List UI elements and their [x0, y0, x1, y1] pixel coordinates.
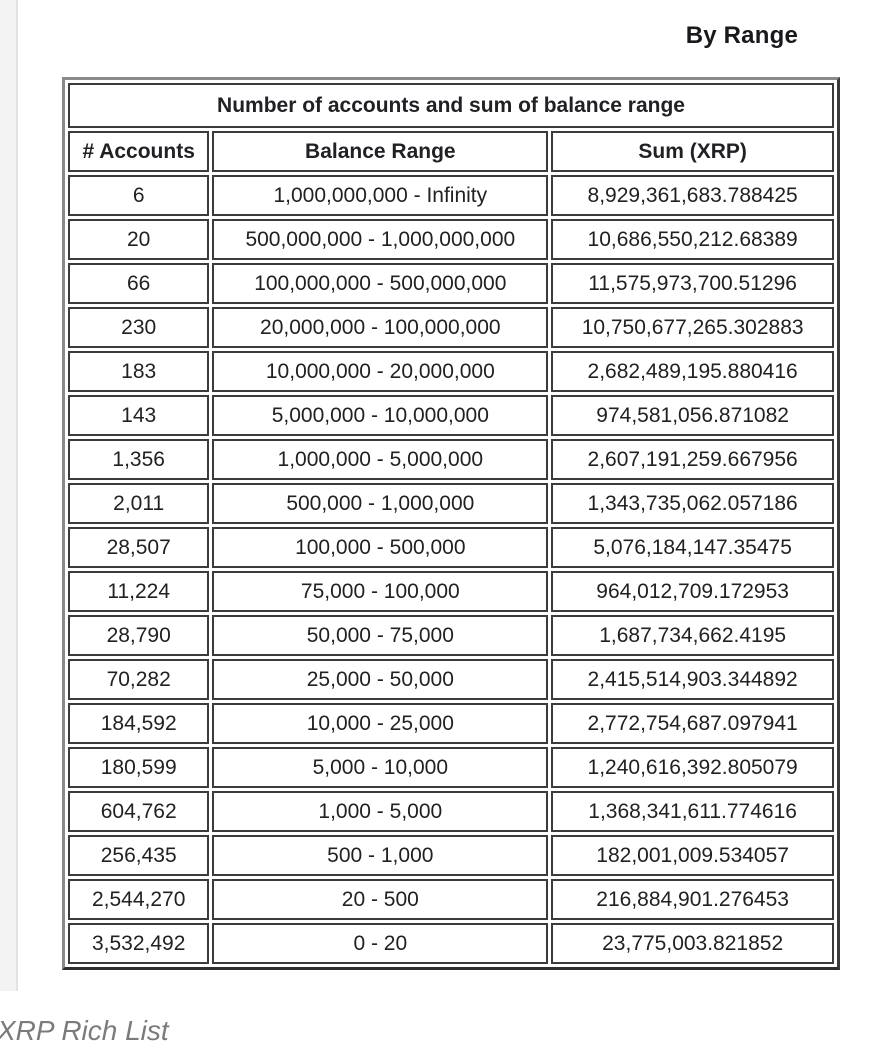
table-row: 28,507 100,000 - 500,000 5,076,184,147.354… — [68, 527, 834, 568]
sum-xrp-cell: 1,343,735,062.057186 — [551, 483, 834, 524]
sum-xrp-cell: 2,682,489,195.880416 — [551, 351, 834, 392]
accounts-cell: 6 — [68, 175, 210, 216]
table-row: 11,224 75,000 - 100,000 964,012,709.172953 — [68, 571, 834, 612]
balance-range-cell: 5,000,000 - 10,000,000 — [212, 395, 549, 436]
balance-range-cell: 100,000,000 - 500,000,000 — [212, 263, 549, 304]
sum-xrp-cell: 1,687,734,662.4195 — [551, 615, 834, 656]
accounts-balance-table: Number of accounts and sum of balance ra… — [62, 77, 840, 970]
accounts-cell: 3,532,492 — [68, 923, 210, 964]
balance-range-cell: 500,000 - 1,000,000 — [212, 483, 549, 524]
balance-range-cell: 500 - 1,000 — [212, 835, 549, 876]
balance-range-cell: 50,000 - 75,000 — [212, 615, 549, 656]
table-row: 256,435 500 - 1,000 182,001,009.534057 — [68, 835, 834, 876]
sum-xrp-cell: 23,775,003.821852 — [551, 923, 834, 964]
sum-xrp-cell: 5,076,184,147.35475 — [551, 527, 834, 568]
sum-xrp-cell: 1,368,341,611.774616 — [551, 791, 834, 832]
sum-xrp-cell: 8,929,361,683.788425 — [551, 175, 834, 216]
balance-range-cell: 0 - 20 — [212, 923, 549, 964]
table-body: 6 1,000,000,000 - Infinity 8,929,361,683.7… — [68, 175, 834, 964]
sum-xrp-cell: 182,001,009.534057 — [551, 835, 834, 876]
balance-range-cell: 20,000,000 - 100,000,000 — [212, 307, 549, 348]
balance-range-cell: 10,000 - 25,000 — [212, 703, 549, 744]
sum-xrp-cell: 974,581,056.871082 — [551, 395, 834, 436]
table-row: 604,762 1,000 - 5,000 1,368,341,611.774616 — [68, 791, 834, 832]
left-gutter — [0, 0, 18, 991]
sum-xrp-cell: 2,772,754,687.097941 — [551, 703, 834, 744]
balance-range-cell: 25,000 - 50,000 — [212, 659, 549, 700]
table-row: 66 100,000,000 - 500,000,000 11,575,973,70… — [68, 263, 834, 304]
table-row: 6 1,000,000,000 - Infinity 8,929,361,683.7… — [68, 175, 834, 216]
balance-range-cell: 1,000 - 5,000 — [212, 791, 549, 832]
accounts-cell: 70,282 — [68, 659, 210, 700]
sum-xrp-cell: 2,415,514,903.344892 — [551, 659, 834, 700]
balance-range-cell: 1,000,000,000 - Infinity — [212, 175, 549, 216]
table-row: 70,282 25,000 - 50,000 2,415,514,903.34489… — [68, 659, 834, 700]
balance-range-cell: 20 - 500 — [212, 879, 549, 920]
table-title: Number of accounts and sum of balance ra… — [68, 83, 834, 128]
column-header-sum-xrp: Sum (XRP) — [551, 131, 834, 172]
table-row: 230 20,000,000 - 100,000,000 10,750,677,26… — [68, 307, 834, 348]
sum-xrp-cell: 964,012,709.172953 — [551, 571, 834, 612]
table-row: 2,544,270 20 - 500 216,884,901.276453 — [68, 879, 834, 920]
accounts-cell: 2,011 — [68, 483, 210, 524]
accounts-cell: 143 — [68, 395, 210, 436]
balance-range-cell: 100,000 - 500,000 — [212, 527, 549, 568]
sum-xrp-cell: 10,750,677,265.302883 — [551, 307, 834, 348]
accounts-cell: 604,762 — [68, 791, 210, 832]
accounts-cell: 230 — [68, 307, 210, 348]
table-row: 20 500,000,000 - 1,000,000,000 10,686,550,… — [68, 219, 834, 260]
table-row: 1,356 1,000,000 - 5,000,000 2,607,191,259.… — [68, 439, 834, 480]
column-header-balance-range: Balance Range — [212, 131, 549, 172]
table-row: 183 10,000,000 - 20,000,000 2,682,489,195.… — [68, 351, 834, 392]
accounts-cell: 1,356 — [68, 439, 210, 480]
balance-range-cell: 1,000,000 - 5,000,000 — [212, 439, 549, 480]
accounts-cell: 180,599 — [68, 747, 210, 788]
sum-xrp-cell: 2,607,191,259.667956 — [551, 439, 834, 480]
balance-range-cell: 10,000,000 - 20,000,000 — [212, 351, 549, 392]
xrp-rich-list-caption: XRP Rich List — [0, 1015, 169, 1046]
accounts-cell: 28,790 — [68, 615, 210, 656]
balance-range-cell: 75,000 - 100,000 — [212, 571, 549, 612]
accounts-cell: 184,592 — [68, 703, 210, 744]
table-row: 3,532,492 0 - 20 23,775,003.821852 — [68, 923, 834, 964]
balance-range-cell: 500,000,000 - 1,000,000,000 — [212, 219, 549, 260]
table-row: 143 5,000,000 - 10,000,000 974,581,056.871… — [68, 395, 834, 436]
accounts-cell: 183 — [68, 351, 210, 392]
column-header-accounts: # Accounts — [68, 131, 210, 172]
table-row: 28,790 50,000 - 75,000 1,687,734,662.4195 — [68, 615, 834, 656]
sum-xrp-cell: 11,575,973,700.51296 — [551, 263, 834, 304]
accounts-cell: 66 — [68, 263, 210, 304]
table-row: 184,592 10,000 - 25,000 2,772,754,687.0979… — [68, 703, 834, 744]
accounts-cell: 20 — [68, 219, 210, 260]
table-row: 2,011 500,000 - 1,000,000 1,343,735,062.05… — [68, 483, 834, 524]
sum-xrp-cell: 1,240,616,392.805079 — [551, 747, 834, 788]
accounts-cell: 28,507 — [68, 527, 210, 568]
balance-range-cell: 5,000 - 10,000 — [212, 747, 549, 788]
accounts-cell: 2,544,270 — [68, 879, 210, 920]
table-header-row: # Accounts Balance Range Sum (XRP) — [68, 131, 834, 172]
table-row: 180,599 5,000 - 10,000 1,240,616,392.80507… — [68, 747, 834, 788]
section-label-by-range: By Range — [685, 22, 798, 49]
accounts-cell: 11,224 — [68, 571, 210, 612]
sum-xrp-cell: 10,686,550,212.68389 — [551, 219, 834, 260]
accounts-cell: 256,435 — [68, 835, 210, 876]
table-title-row: Number of accounts and sum of balance ra… — [68, 83, 834, 128]
sum-xrp-cell: 216,884,901.276453 — [551, 879, 834, 920]
